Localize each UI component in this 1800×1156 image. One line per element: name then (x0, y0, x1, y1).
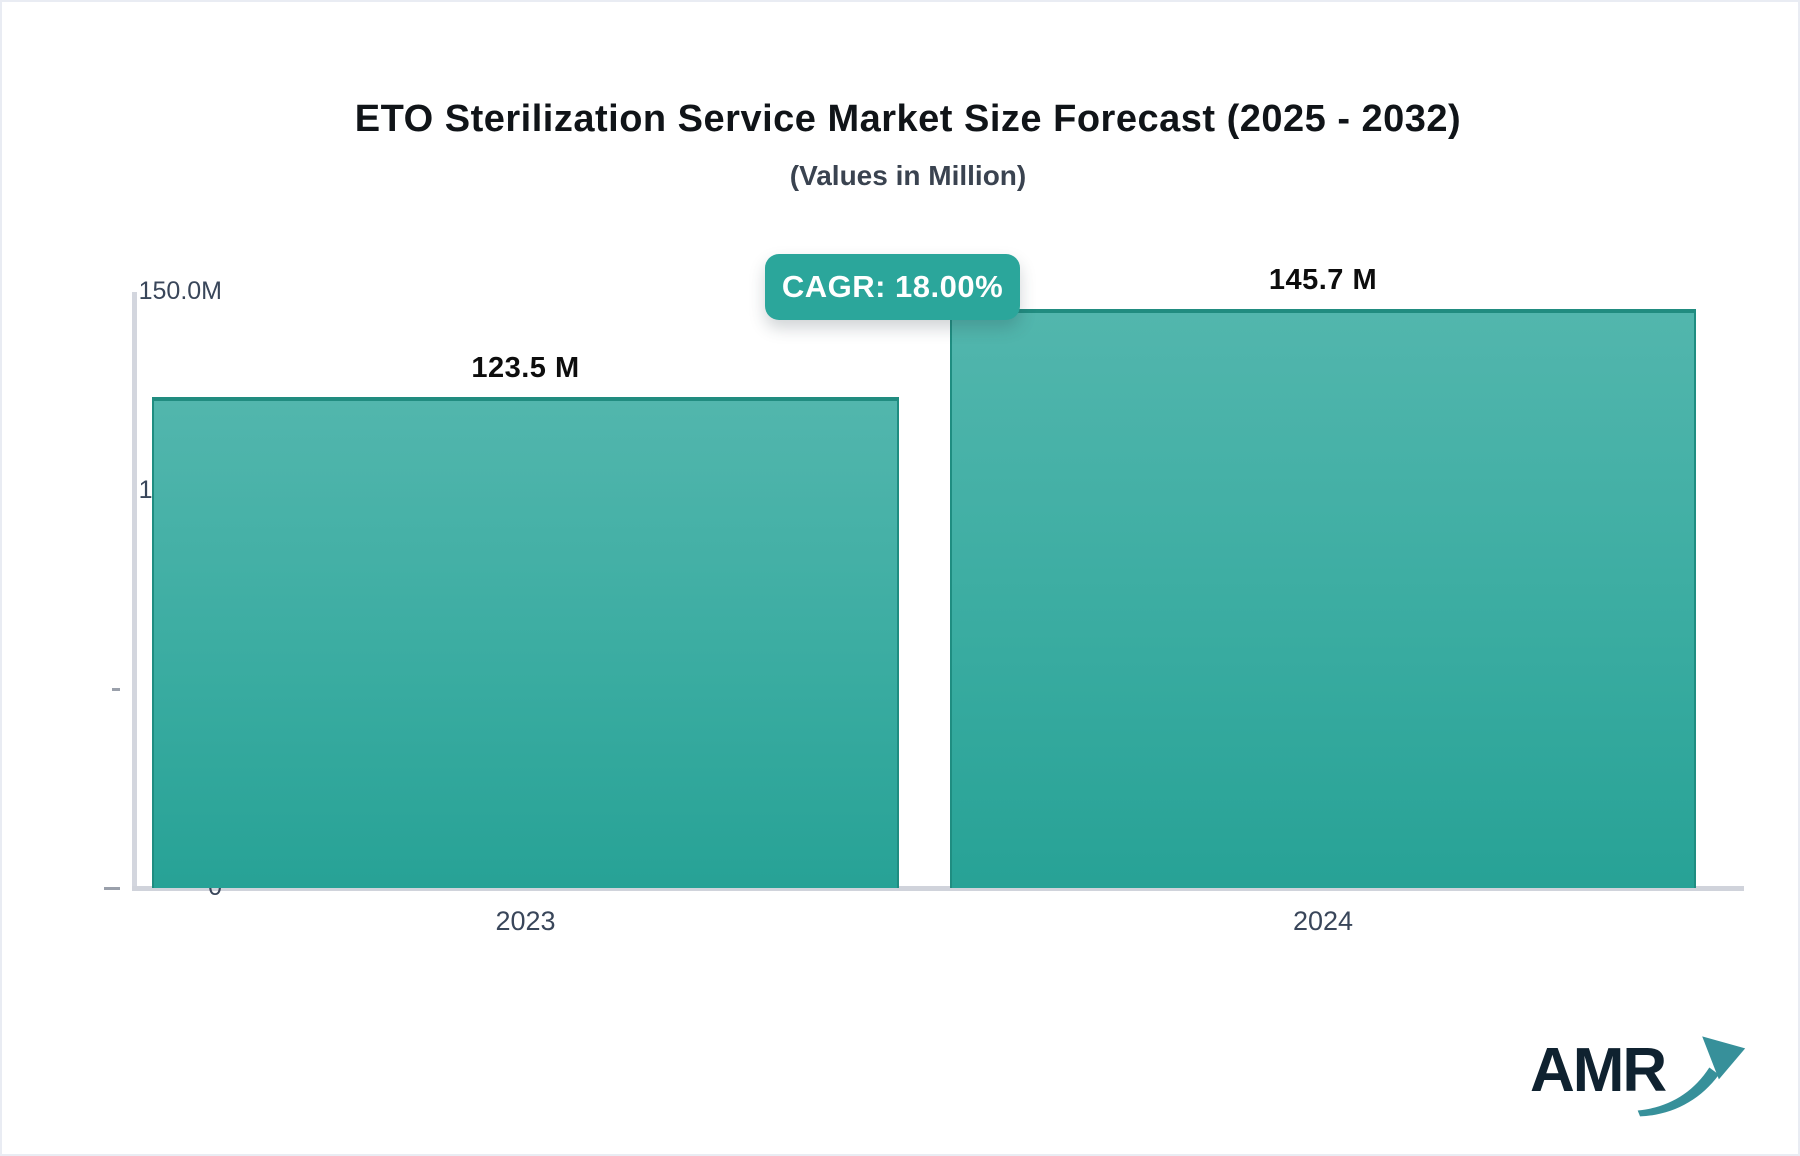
amr-logo-text: AMR (1530, 1036, 1667, 1105)
cagr-badge: CAGR: 18.00% (765, 254, 1020, 320)
cagr-badge-label: CAGR: 18.00% (781, 269, 1004, 304)
amr-logo: AMR (1530, 1034, 1760, 1124)
bar-rect-2024[interactable] (950, 309, 1696, 888)
bar-rect-2023[interactable] (152, 397, 899, 888)
chart-title: ETO Sterilization Service Market Size Fo… (354, 98, 1462, 140)
bar-value-label: 145.7 M (1268, 264, 1378, 296)
x-axis-baseline (132, 886, 1744, 891)
plot-area: 150.0M100.0M50.0M0 123.5 M 2023 145.7 M … (104, 264, 1744, 936)
chart-subtitle: (Values in Million) (789, 160, 1027, 191)
x-tick-label-2024: 2024 (1292, 906, 1354, 936)
y-tick-label: 150.0M (138, 277, 222, 305)
y-tick-mark (112, 688, 120, 691)
growth-arrow-icon (1637, 1036, 1746, 1117)
y-tick-mark (104, 887, 120, 890)
bar-value-label: 123.5 M (471, 352, 580, 384)
x-tick-label-2023: 2023 (495, 906, 556, 936)
y-axis-line (132, 292, 137, 891)
